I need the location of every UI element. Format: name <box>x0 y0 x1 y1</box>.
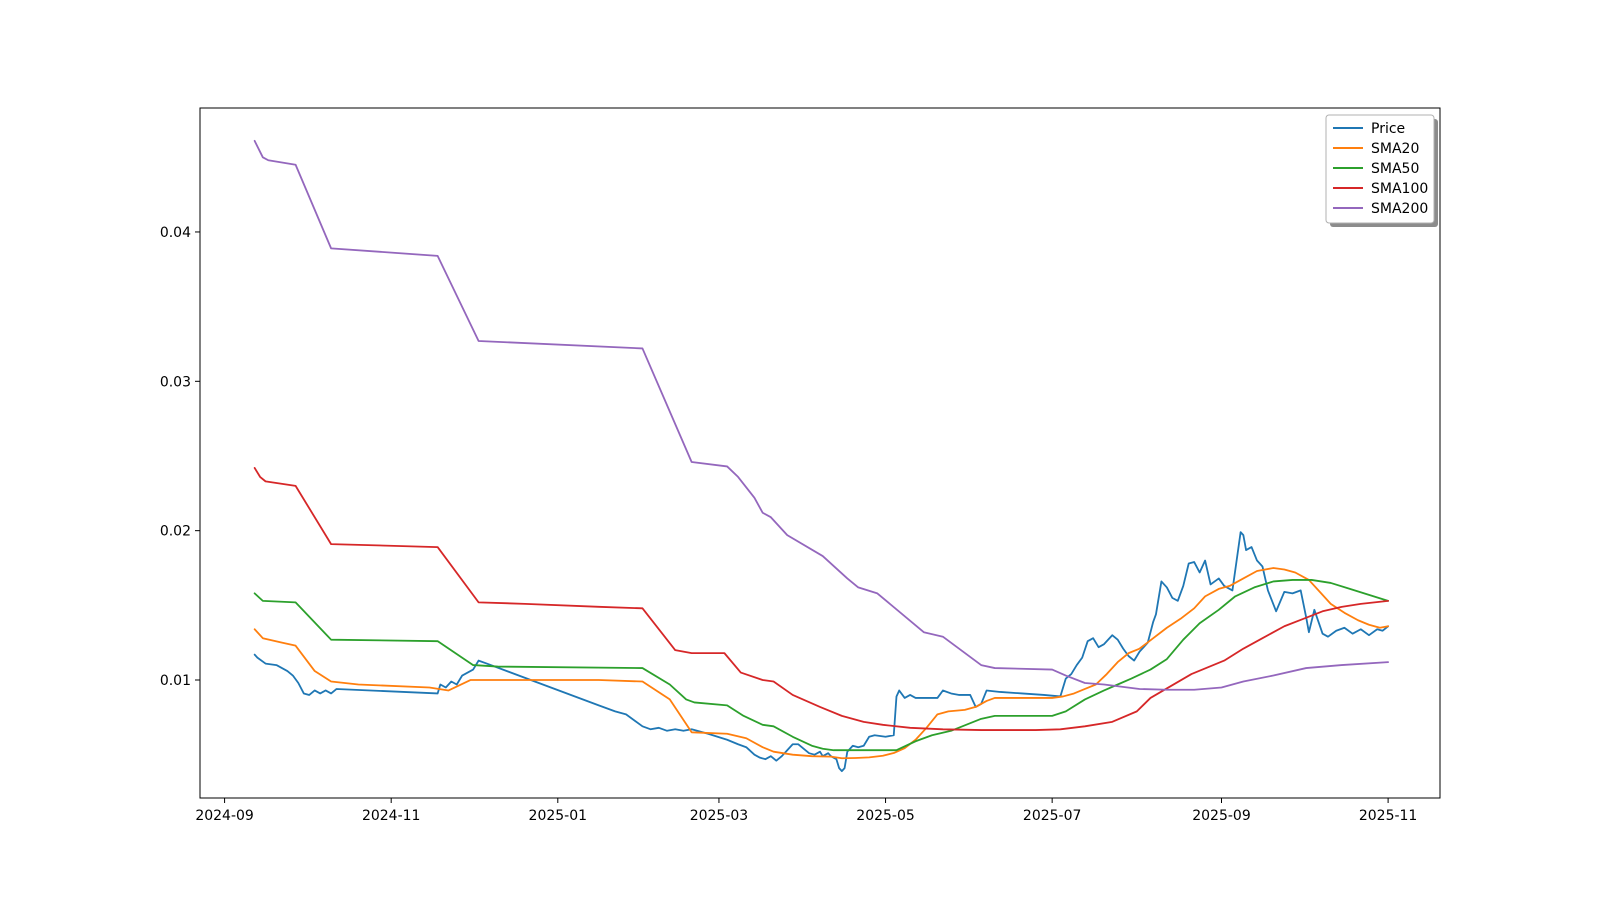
x-tick-label-1: 2024-11 <box>362 808 421 824</box>
legend-label-sma100: SMA100 <box>1371 181 1428 197</box>
x-tick-label-2: 2025-01 <box>529 808 588 824</box>
y-tick-label-1: 0.02 <box>160 524 191 540</box>
legend-label-price: Price <box>1371 121 1405 137</box>
series-line-sma100 <box>253 467 1390 731</box>
y-tick-label-0: 0.01 <box>160 673 191 689</box>
x-tick-label-0: 2024-09 <box>195 808 254 824</box>
series-line-sma200 <box>253 139 1390 691</box>
legend-label-sma50: SMA50 <box>1371 161 1419 177</box>
x-tick-label-5: 2025-07 <box>1023 808 1082 824</box>
y-tick-label-2: 0.03 <box>160 374 191 390</box>
y-tick-label-3: 0.04 <box>160 225 191 241</box>
x-tick-label-3: 2025-03 <box>690 808 749 824</box>
series-line-sma20 <box>253 567 1390 760</box>
x-tick-label-6: 2025-09 <box>1192 808 1251 824</box>
legend-box <box>1325 114 1435 224</box>
legend-label-sma20: SMA20 <box>1371 141 1419 157</box>
x-tick-label-7: 2025-11 <box>1359 808 1418 824</box>
legend-label-sma200: SMA200 <box>1371 201 1428 217</box>
series-line-price <box>253 531 1390 773</box>
plot-area <box>199 107 1441 799</box>
x-tick-label-4: 2025-05 <box>856 808 915 824</box>
series-line-sma50 <box>253 579 1390 752</box>
